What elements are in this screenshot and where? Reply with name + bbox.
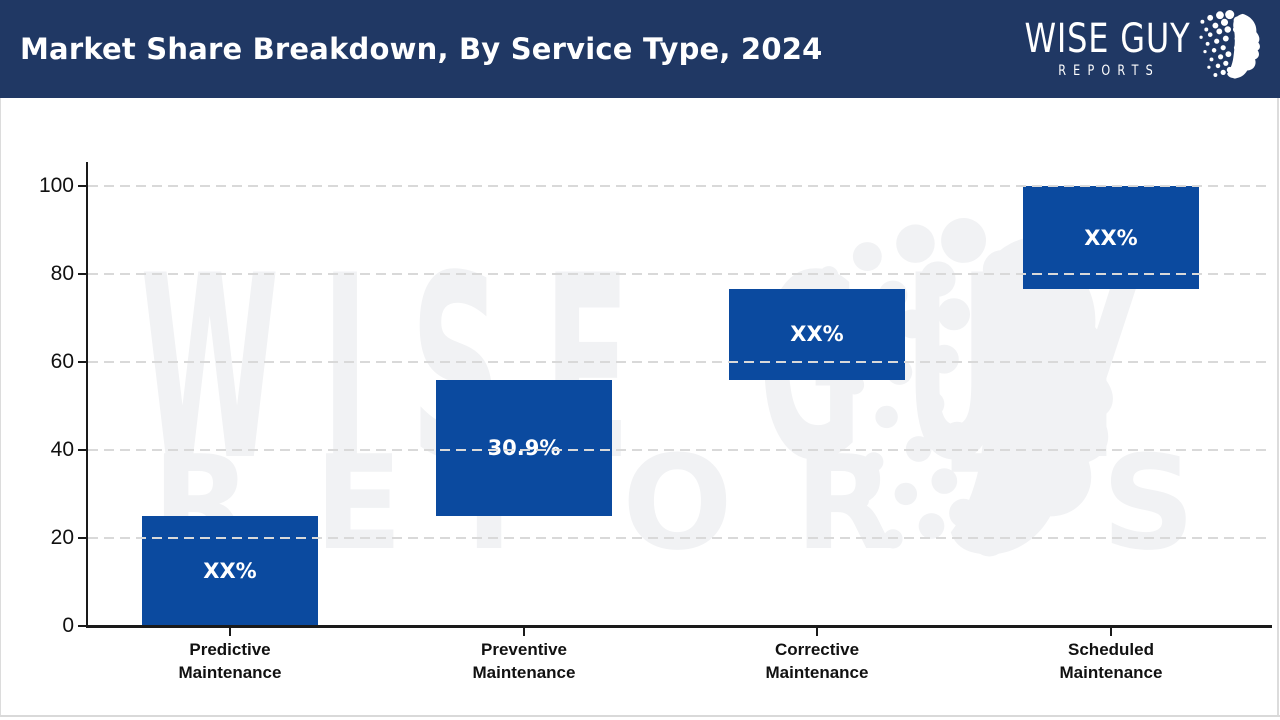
bar-scheduled-maintenance: XX% [1023, 186, 1199, 290]
y-axis-line [86, 162, 88, 628]
frame-left-edge [0, 98, 1, 717]
watermark-face-icon [814, 218, 1113, 557]
bar-preventive-maintenance: 30.9% [436, 379, 612, 516]
page-title: Market Share Breakdown, By Service Type,… [20, 32, 823, 66]
gridline-60 [88, 361, 1270, 363]
y-tick-label-100: 100 [38, 174, 74, 197]
y-tick-label-0: 0 [62, 614, 74, 637]
y-tick-label-60: 60 [50, 350, 74, 373]
y-tick-0 [78, 625, 87, 627]
bar-value-label: XX% [790, 322, 844, 347]
y-tick-60 [78, 361, 87, 363]
x-tick-0 [229, 627, 231, 636]
header-bar: Market Share Breakdown, By Service Type,… [0, 0, 1280, 98]
logo-brand-text: WISE GUY [1024, 16, 1190, 62]
bar-predictive-maintenance: XX% [142, 515, 318, 626]
y-tick-label-40: 40 [50, 438, 74, 461]
waterfall-chart: WISE GUY REPORTS XX% 30.9% XX% XX% 0 20 40 60 8… [0, 98, 1280, 720]
gridline-40 [88, 449, 1270, 451]
y-tick-label-80: 80 [50, 262, 74, 285]
logo-face-icon [1199, 10, 1260, 79]
y-tick-40 [78, 449, 87, 451]
frame-right-edge [1277, 98, 1279, 717]
gridline-20 [88, 537, 1270, 539]
x-tick-1 [523, 627, 525, 636]
gridline-80 [88, 273, 1270, 275]
x-axis-line [86, 625, 1272, 628]
logo-text: WISE GUY REPORTS [1024, 19, 1190, 79]
x-tick-2 [816, 627, 818, 636]
category-label-2: Corrective Maintenance [765, 640, 869, 682]
category-label-3: Scheduled Maintenance [1059, 640, 1163, 682]
brand-logo: WISE GUY REPORTS [983, 0, 1280, 98]
y-tick-label-20: 20 [50, 526, 74, 549]
category-label-0: Predictive Maintenance [178, 640, 282, 682]
x-tick-3 [1110, 627, 1112, 636]
gridline-100 [88, 185, 1270, 187]
category-label-1: Preventive Maintenance [472, 640, 576, 682]
logo-reports-text: REPORTS [1057, 63, 1160, 79]
bar-corrective-maintenance: XX% [729, 289, 905, 380]
bar-value-label: XX% [203, 558, 257, 583]
y-tick-80 [78, 273, 87, 275]
bar-value-label: XX% [1084, 225, 1138, 250]
bar-value-label: 30.9% [487, 435, 561, 460]
watermark-brand-text: WISE GUY [140, 221, 1183, 516]
frame-bottom-rule [0, 715, 1280, 717]
y-tick-20 [78, 537, 87, 539]
y-tick-100 [78, 185, 87, 187]
